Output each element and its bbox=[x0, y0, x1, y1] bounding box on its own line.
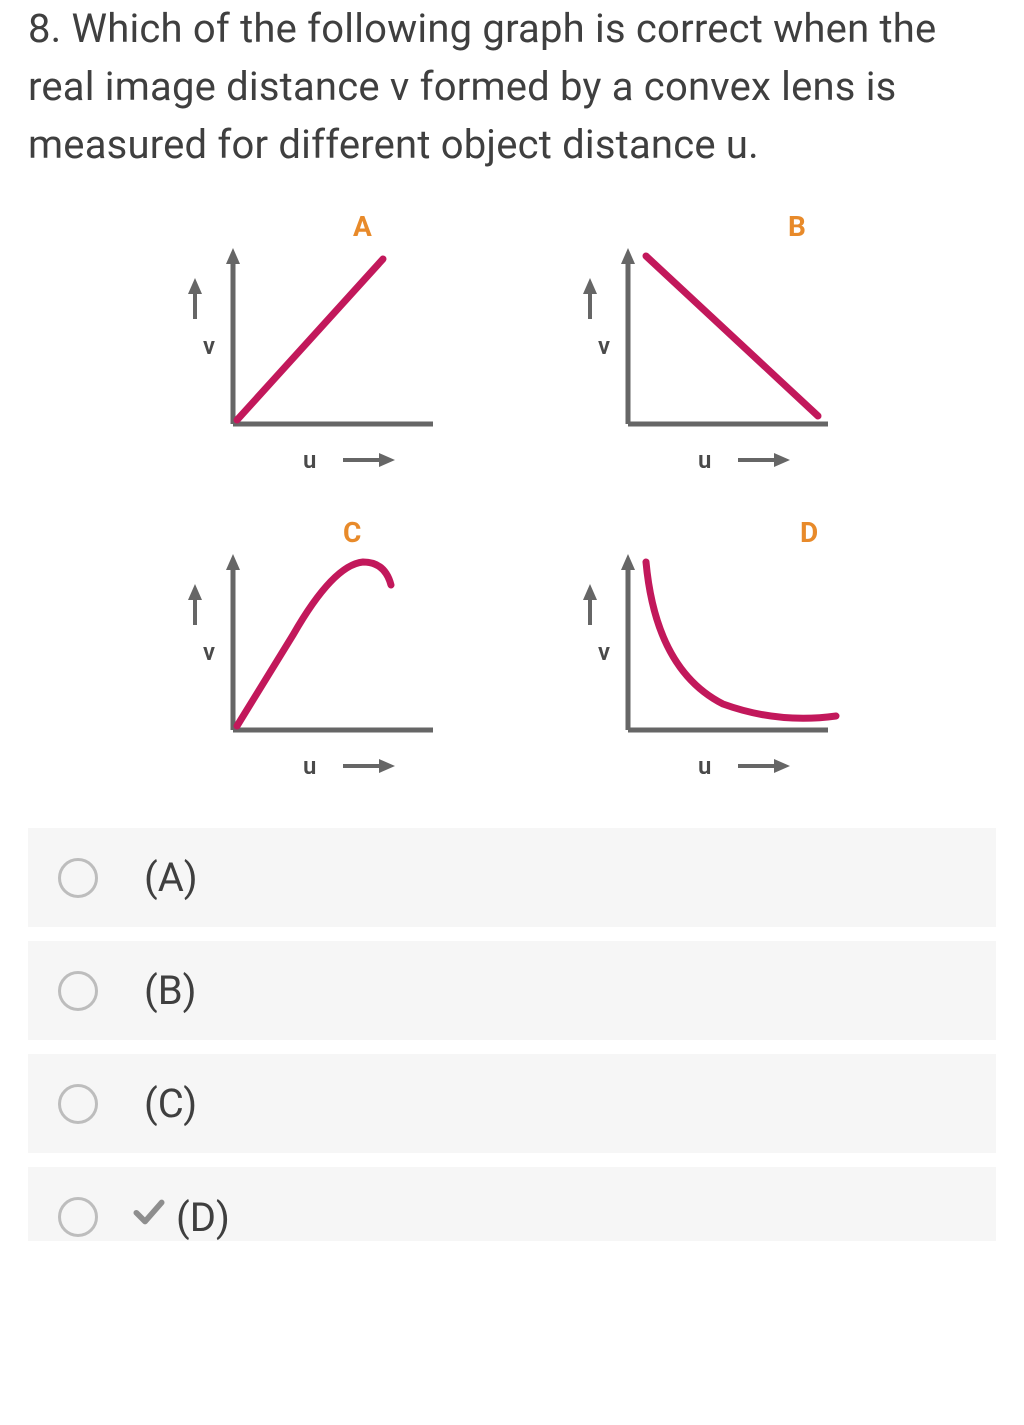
svg-text:B: B bbox=[788, 214, 806, 243]
svg-text:u: u bbox=[303, 752, 316, 780]
option-a[interactable]: (A) bbox=[28, 828, 996, 927]
svg-text:D: D bbox=[800, 520, 818, 549]
option-b[interactable]: (B) bbox=[28, 941, 996, 1040]
radio-icon[interactable] bbox=[58, 1084, 98, 1124]
chart-grid: v u A v u B v bbox=[122, 214, 902, 788]
option-c[interactable]: (C) bbox=[28, 1054, 996, 1153]
svg-text:v: v bbox=[598, 332, 610, 360]
svg-text:v: v bbox=[598, 638, 610, 666]
check-icon bbox=[130, 1193, 172, 1241]
option-label: (C) bbox=[144, 1080, 197, 1127]
svg-text:u: u bbox=[698, 752, 711, 780]
option-label: (B) bbox=[144, 967, 197, 1014]
svg-text:u: u bbox=[698, 446, 711, 474]
svg-text:v: v bbox=[203, 332, 215, 360]
answer-options: (A) (B) (C) (D) bbox=[0, 828, 1024, 1241]
option-label: (D) bbox=[130, 1193, 230, 1241]
option-label: (A) bbox=[144, 854, 198, 901]
chart-c: v u C bbox=[155, 520, 475, 788]
chart-b: v u B bbox=[550, 214, 870, 482]
svg-text:u: u bbox=[303, 446, 316, 474]
radio-icon[interactable] bbox=[58, 1197, 98, 1237]
option-d[interactable]: (D) bbox=[28, 1167, 996, 1241]
radio-icon[interactable] bbox=[58, 858, 98, 898]
question-text: 8. Which of the following graph is corre… bbox=[0, 0, 1024, 184]
svg-text:v: v bbox=[203, 638, 215, 666]
chart-a: v u A bbox=[155, 214, 475, 482]
chart-d: v u D bbox=[550, 520, 870, 788]
radio-icon[interactable] bbox=[58, 971, 98, 1011]
svg-text:C: C bbox=[343, 520, 361, 549]
svg-text:A: A bbox=[353, 214, 372, 243]
